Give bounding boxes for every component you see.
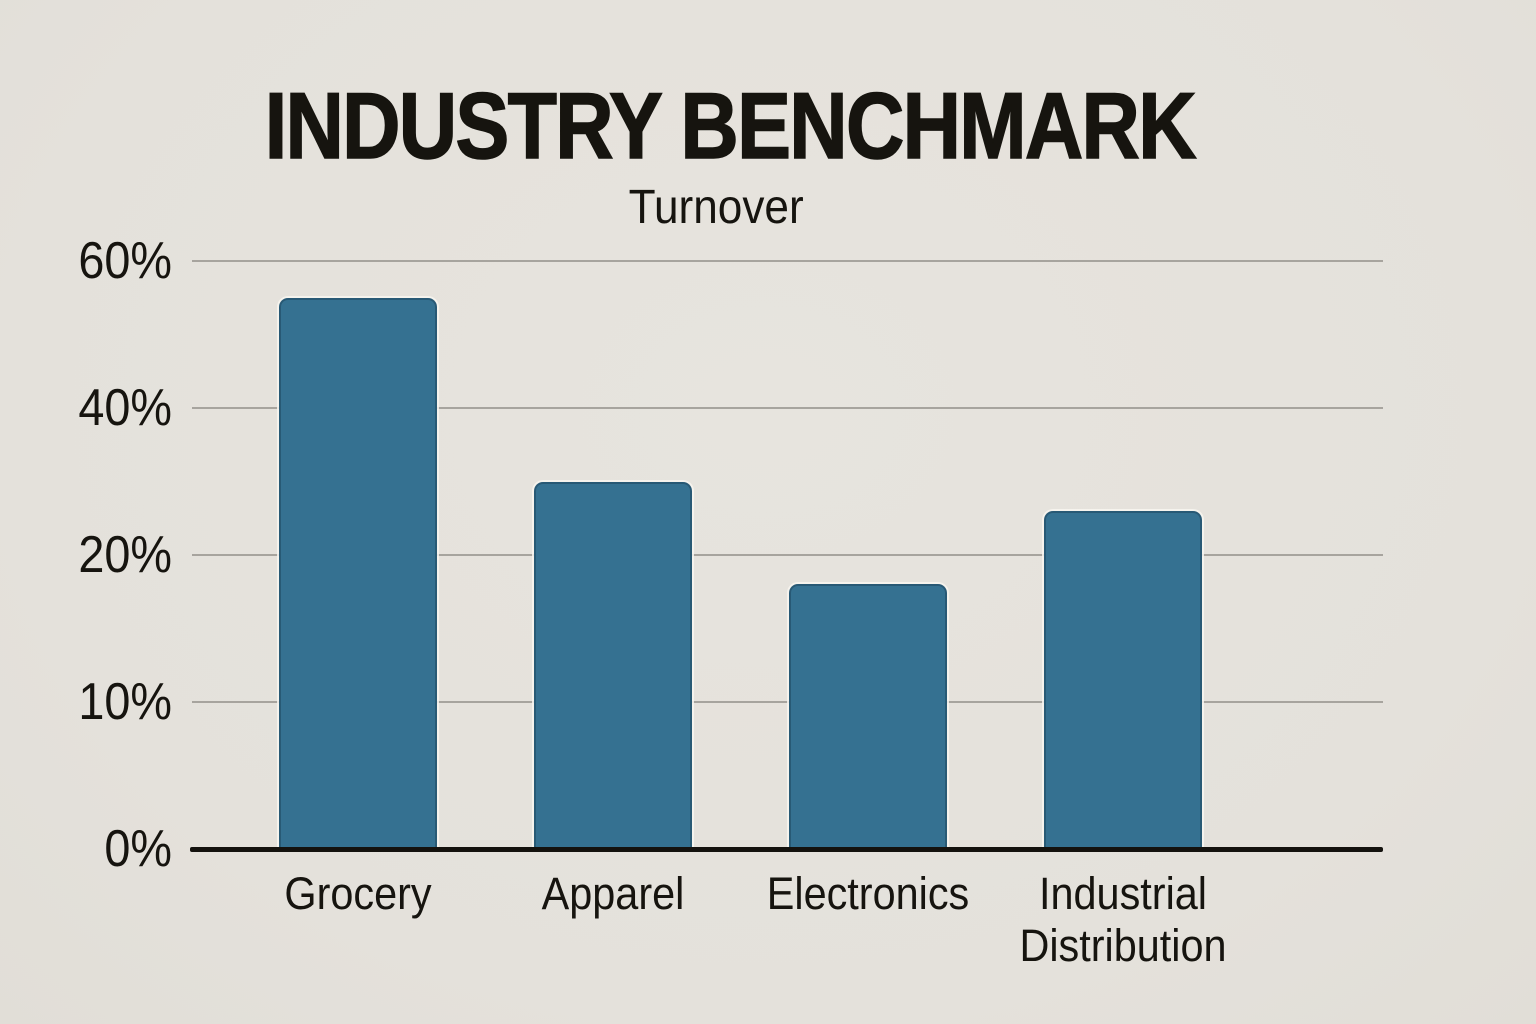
x-label-apparel: Apparel	[541, 868, 685, 919]
gridline-40	[192, 407, 1383, 409]
bar-electronics	[789, 584, 947, 849]
bar-grocery	[279, 298, 437, 849]
y-tick-label-20: 20%	[78, 526, 172, 584]
x-axis-line	[190, 847, 1383, 852]
y-tick-label-0: 0%	[104, 820, 172, 878]
x-label-industrial-distribution: Industrial Distribution	[1019, 868, 1227, 972]
bar-industrial-distribution	[1044, 511, 1202, 849]
gridline-10	[192, 701, 1383, 703]
chart-title: INDUSTRY BENCHMARK	[264, 72, 1197, 179]
gridline-20	[192, 554, 1383, 556]
y-tick-label-40: 40%	[78, 379, 172, 437]
chart-title-row: INDUSTRY BENCHMARK	[0, 72, 1460, 180]
y-tick-label-60: 60%	[78, 232, 172, 290]
x-label-grocery: Grocery	[284, 868, 432, 919]
chart-subtitle-row: Turnover	[0, 180, 1432, 235]
gridline-60	[192, 260, 1383, 262]
x-label-electronics: Electronics	[766, 868, 970, 919]
chart-subtitle: Turnover	[628, 181, 804, 234]
bar-apparel	[534, 482, 692, 849]
y-tick-label-10: 10%	[78, 673, 172, 731]
